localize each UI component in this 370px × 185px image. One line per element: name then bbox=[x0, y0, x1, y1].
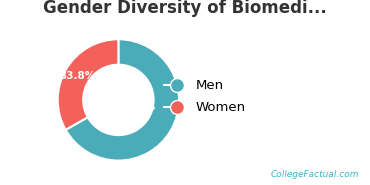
Text: CollegeFactual.com: CollegeFactual.com bbox=[270, 170, 359, 179]
Legend: Men, Women: Men, Women bbox=[158, 74, 251, 120]
Wedge shape bbox=[58, 39, 118, 130]
Wedge shape bbox=[65, 39, 179, 161]
Text: 33.8%: 33.8% bbox=[60, 71, 95, 81]
Text: Gender Diversity of Biomedi...: Gender Diversity of Biomedi... bbox=[43, 0, 326, 17]
Text: 66.2%: 66.2% bbox=[120, 102, 156, 112]
